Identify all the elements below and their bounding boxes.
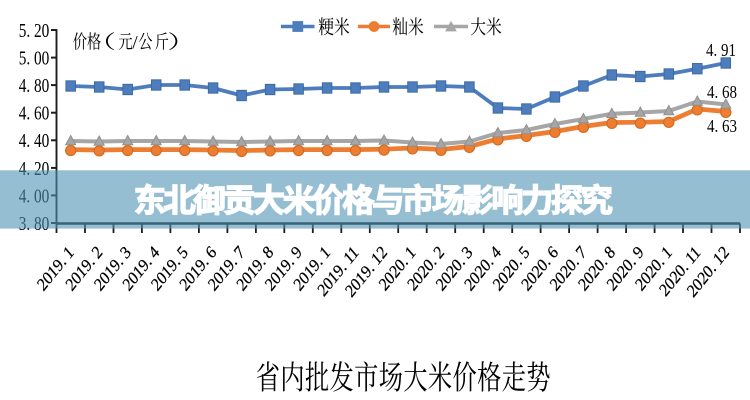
svg-text:4. 68: 4. 68 <box>707 82 737 102</box>
svg-text:4. 40: 4. 40 <box>19 130 50 152</box>
svg-text:4. 63: 4. 63 <box>707 116 737 136</box>
svg-text:4. 60: 4. 60 <box>19 103 50 125</box>
svg-text:5. 00: 5. 00 <box>19 48 50 70</box>
svg-text:5. 20: 5. 20 <box>19 20 50 42</box>
svg-text:4. 91: 4. 91 <box>706 40 736 60</box>
svg-text:/: / <box>132 32 138 53</box>
svg-text:4. 80: 4. 80 <box>19 75 50 97</box>
